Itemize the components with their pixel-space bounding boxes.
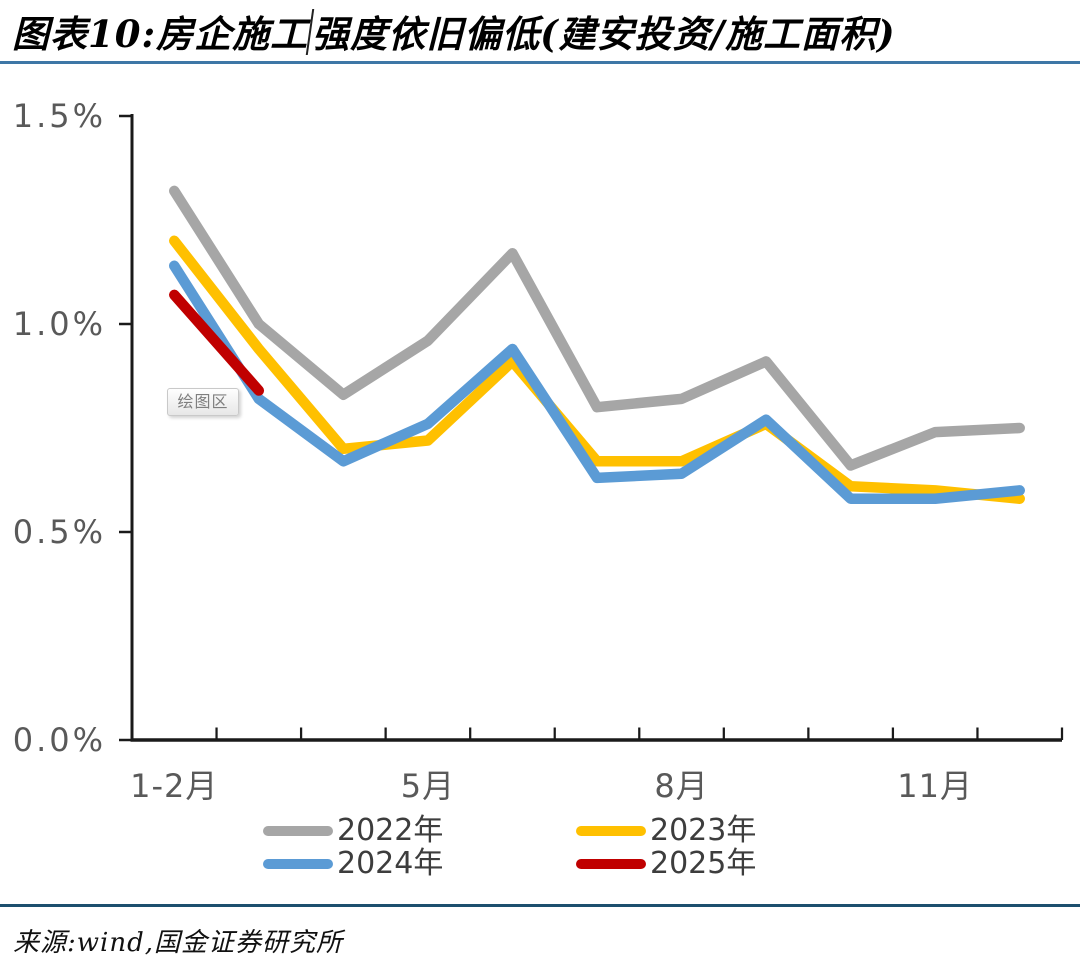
source-note: 来源:wind,国金证券研究所 <box>13 928 343 958</box>
chart-legend: 2022年 2023年 2024年 2025年 <box>263 815 756 879</box>
series-line-2025年 <box>169 289 265 396</box>
legend-item-2022年: 2022年 <box>263 815 576 846</box>
figure-title-part1: 图表10:房企施工 <box>12 12 309 56</box>
figure-title-part2: 强度依旧偏低(建安投资/施工面积) <box>312 12 896 56</box>
plot-area-tooltip: 绘图区 <box>167 388 239 416</box>
legend-swatch-icon <box>263 825 333 836</box>
x-axis-label: 8月 <box>654 767 709 805</box>
footer-divider-line <box>0 904 1080 907</box>
legend-label: 2023年 <box>650 813 757 848</box>
series-line-2023年 <box>169 235 1025 504</box>
legend-item-2023年: 2023年 <box>576 815 756 846</box>
y-axis-label: 1.5% <box>12 97 106 135</box>
y-axis-label: 0.0% <box>12 721 106 759</box>
legend-item-2024年: 2024年 <box>263 848 576 879</box>
y-axis-label: 0.5% <box>12 513 106 551</box>
legend-swatch-icon <box>263 858 333 869</box>
legend-swatch-icon <box>576 858 646 869</box>
y-axis-label: 1.0% <box>12 305 106 343</box>
legend-swatch-icon <box>576 825 646 836</box>
legend-label: 2022年 <box>337 813 444 848</box>
series-line-2024年 <box>169 260 1025 504</box>
title-divider-line <box>0 61 1080 64</box>
x-axis-label: 5月 <box>400 767 456 805</box>
series-line-2022年 <box>169 185 1025 471</box>
legend-item-2025年: 2025年 <box>576 848 756 879</box>
legend-label: 2024年 <box>337 846 444 881</box>
legend-label: 2025年 <box>650 846 757 881</box>
figure-title: 图表10:房企施工 强度依旧偏低(建安投资/施工面积) <box>12 4 1072 58</box>
x-axis-label: 1-2月 <box>130 767 219 805</box>
x-axis-label: 11月 <box>897 767 974 805</box>
